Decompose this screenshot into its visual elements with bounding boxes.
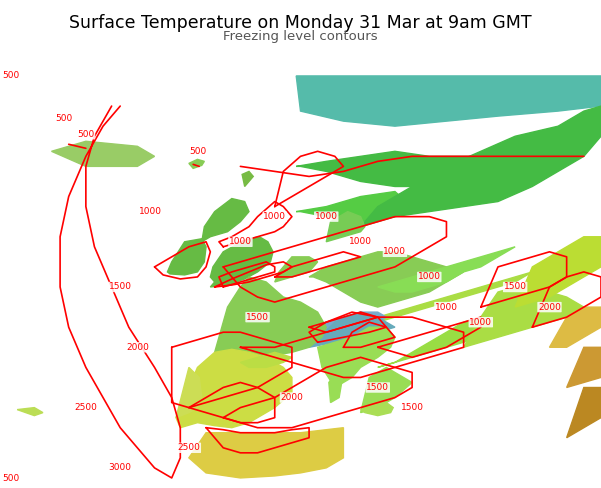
Polygon shape xyxy=(361,106,601,227)
Polygon shape xyxy=(296,191,412,222)
Text: Freezing level contours: Freezing level contours xyxy=(223,30,378,43)
Text: 3000: 3000 xyxy=(109,464,132,472)
Text: 1000: 1000 xyxy=(435,303,458,312)
Polygon shape xyxy=(309,312,395,347)
Text: Surface Temperature on Monday 31 Mar at 9am GMT: Surface Temperature on Monday 31 Mar at … xyxy=(69,14,532,32)
Polygon shape xyxy=(549,307,601,347)
Polygon shape xyxy=(215,277,326,357)
Polygon shape xyxy=(210,237,273,287)
Text: 1000: 1000 xyxy=(349,237,372,246)
Text: 1500: 1500 xyxy=(401,403,424,412)
Text: 2000: 2000 xyxy=(281,393,304,402)
Text: 500: 500 xyxy=(78,130,94,139)
Text: 500: 500 xyxy=(56,114,73,122)
Text: 1000: 1000 xyxy=(418,272,441,282)
Polygon shape xyxy=(331,357,339,372)
Polygon shape xyxy=(378,247,515,292)
Polygon shape xyxy=(296,76,601,126)
Text: 2500: 2500 xyxy=(75,403,97,412)
Polygon shape xyxy=(52,141,154,166)
Polygon shape xyxy=(309,312,386,332)
Polygon shape xyxy=(240,352,292,367)
Polygon shape xyxy=(567,347,601,387)
Text: 1000: 1000 xyxy=(383,247,406,256)
Polygon shape xyxy=(202,199,249,242)
Polygon shape xyxy=(318,327,395,387)
Polygon shape xyxy=(242,171,253,186)
Polygon shape xyxy=(326,212,365,242)
Polygon shape xyxy=(378,317,498,367)
Polygon shape xyxy=(515,237,601,307)
Polygon shape xyxy=(463,287,584,347)
Polygon shape xyxy=(189,160,204,168)
Text: 2500: 2500 xyxy=(177,443,200,452)
Polygon shape xyxy=(275,257,318,282)
Text: 1500: 1500 xyxy=(109,283,132,291)
Text: 1000: 1000 xyxy=(139,207,162,216)
Text: 500: 500 xyxy=(2,71,20,80)
Polygon shape xyxy=(369,272,532,322)
Polygon shape xyxy=(567,387,601,438)
Polygon shape xyxy=(168,239,206,275)
Text: 500: 500 xyxy=(2,474,20,483)
Polygon shape xyxy=(329,372,342,403)
Polygon shape xyxy=(176,367,202,418)
Polygon shape xyxy=(17,407,43,416)
Text: 1000: 1000 xyxy=(469,318,492,326)
Polygon shape xyxy=(361,403,393,416)
Text: 1500: 1500 xyxy=(366,383,389,392)
Polygon shape xyxy=(189,427,343,478)
Text: 1500: 1500 xyxy=(504,283,526,291)
Text: 2000: 2000 xyxy=(126,343,149,352)
Text: 2000: 2000 xyxy=(538,303,561,312)
Text: 1000: 1000 xyxy=(229,237,252,246)
Polygon shape xyxy=(361,367,412,413)
Polygon shape xyxy=(309,252,463,307)
Text: 1000: 1000 xyxy=(315,212,338,221)
Polygon shape xyxy=(296,151,515,186)
Text: 1000: 1000 xyxy=(263,212,286,221)
Text: 1500: 1500 xyxy=(246,313,269,322)
Text: 500: 500 xyxy=(189,147,206,156)
Polygon shape xyxy=(176,349,292,427)
